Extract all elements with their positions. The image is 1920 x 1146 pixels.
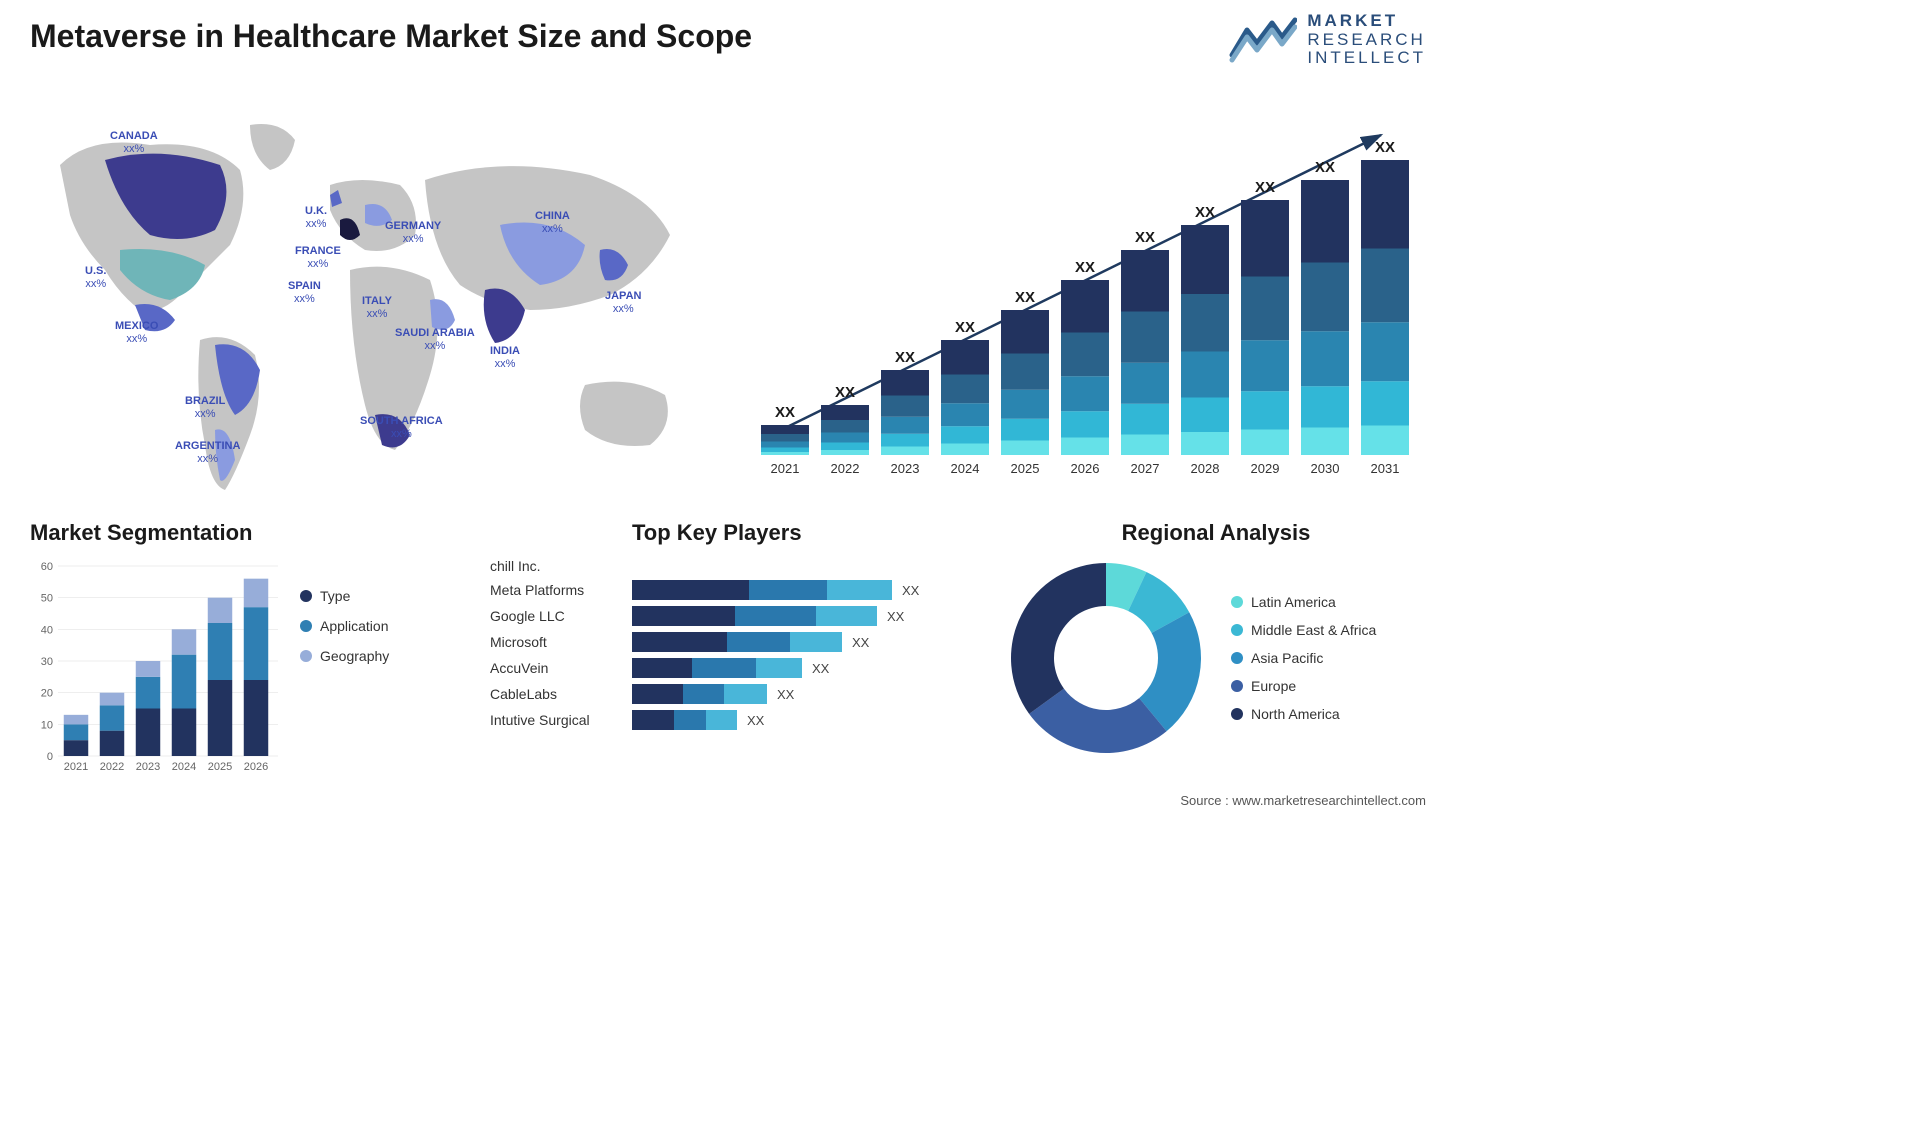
svg-text:30: 30 (41, 656, 53, 668)
logo: MARKET RESEARCH INTELLECT (1227, 12, 1426, 68)
country-label: CANADAxx% (110, 130, 158, 155)
country-label: FRANCExx% (295, 245, 341, 270)
svg-text:10: 10 (41, 719, 53, 731)
svg-text:2031: 2031 (1371, 461, 1400, 476)
segmentation-title: Market Segmentation (30, 520, 470, 546)
growth-bar-chart: XX 2021 XX 2022 XX 2023 XX 2024 XX 2025 XX 2026 XX 20… (746, 95, 1426, 495)
regional-block: Regional Analysis Latin America Middle Ea… (1006, 520, 1426, 758)
svg-text:2023: 2023 (891, 461, 920, 476)
country-label: SPAINxx% (288, 280, 321, 305)
svg-text:2024: 2024 (172, 761, 196, 773)
svg-text:2023: 2023 (136, 761, 160, 773)
world-map: CANADAxx% U.S.xx% MEXICOxx% BRAZILxx% ARGENT… (30, 95, 710, 495)
players-title: Top Key Players (632, 520, 990, 546)
player-header: chill Inc. (490, 558, 990, 574)
country-label: CHINAxx% (535, 210, 570, 235)
svg-text:XX: XX (955, 319, 975, 336)
svg-text:40: 40 (41, 624, 53, 636)
svg-text:2025: 2025 (1011, 461, 1040, 476)
country-label: JAPANxx% (605, 290, 641, 315)
svg-text:2027: 2027 (1131, 461, 1160, 476)
svg-text:0: 0 (47, 751, 53, 763)
regional-legend: Latin America Middle East & Africa Asia Pa… (1231, 594, 1376, 722)
country-label: SOUTH AFRICAxx% (360, 415, 443, 440)
legend-item: Geography (300, 648, 389, 664)
country-label: INDIAxx% (490, 345, 520, 370)
svg-text:2025: 2025 (208, 761, 232, 773)
svg-text:50: 50 (41, 593, 53, 605)
legend-item: North America (1231, 706, 1376, 722)
svg-text:XX: XX (1375, 139, 1395, 156)
svg-text:XX: XX (1135, 229, 1155, 246)
svg-text:60: 60 (41, 561, 53, 573)
svg-text:2024: 2024 (951, 461, 980, 476)
player-row: MicrosoftXX (490, 632, 990, 652)
players-block: Top Key Players chill Inc. Meta Platforms… (490, 520, 990, 736)
player-row: AccuVeinXX (490, 658, 990, 678)
legend-item: Type (300, 588, 389, 604)
player-row: Google LLCXX (490, 606, 990, 626)
player-row: Intutive SurgicalXX (490, 710, 990, 730)
svg-text:2022: 2022 (831, 461, 860, 476)
country-label: SAUDI ARABIAxx% (395, 327, 475, 352)
svg-text:XX: XX (895, 349, 915, 366)
svg-text:XX: XX (775, 404, 795, 421)
svg-text:2026: 2026 (244, 761, 268, 773)
legend-item: Application (300, 618, 389, 634)
svg-text:XX: XX (1075, 259, 1095, 276)
country-label: BRAZILxx% (185, 395, 225, 420)
growth-svg: XX 2021 XX 2022 XX 2023 XX 2024 XX 2025 XX 2026 XX 20… (746, 95, 1426, 495)
segmentation-chart: 0 10 20 30 40 50 60 2021 2022 2023 2024 2025 2026 (30, 558, 280, 778)
source-text: Source : www.marketresearchintellect.com (1180, 793, 1426, 808)
legend-item: Latin America (1231, 594, 1376, 610)
page-title: Metaverse in Healthcare Market Size and … (30, 18, 752, 55)
svg-text:XX: XX (1255, 179, 1275, 196)
logo-icon (1227, 15, 1297, 65)
logo-text: MARKET RESEARCH INTELLECT (1307, 12, 1426, 68)
country-label: ARGENTINAxx% (175, 440, 240, 465)
segmentation-legend: Type Application Geography (300, 558, 389, 778)
regional-title: Regional Analysis (1006, 520, 1426, 546)
svg-text:XX: XX (1195, 204, 1215, 221)
svg-text:XX: XX (835, 384, 855, 401)
svg-text:20: 20 (41, 688, 53, 700)
svg-text:XX: XX (1015, 289, 1035, 306)
players-rows: chill Inc. Meta PlatformsXX Google LLCXX Mi… (490, 558, 990, 730)
player-row: Meta PlatformsXX (490, 580, 990, 600)
country-label: MEXICOxx% (115, 320, 158, 345)
svg-text:2021: 2021 (771, 461, 800, 476)
svg-text:2028: 2028 (1191, 461, 1220, 476)
svg-text:2021: 2021 (64, 761, 88, 773)
country-label: GERMANYxx% (385, 220, 441, 245)
legend-item: Asia Pacific (1231, 650, 1376, 666)
svg-text:XX: XX (1315, 159, 1335, 176)
svg-text:2022: 2022 (100, 761, 124, 773)
svg-text:2026: 2026 (1071, 461, 1100, 476)
legend-item: Europe (1231, 678, 1376, 694)
legend-item: Middle East & Africa (1231, 622, 1376, 638)
segmentation-block: Market Segmentation 0 10 20 30 40 50 60 2021 202… (30, 520, 470, 778)
country-label: ITALYxx% (362, 295, 392, 320)
country-label: U.S.xx% (85, 265, 106, 290)
svg-text:2030: 2030 (1311, 461, 1340, 476)
player-row: CableLabsXX (490, 684, 990, 704)
regional-donut (1006, 558, 1206, 758)
country-label: U.K.xx% (305, 205, 327, 230)
svg-text:2029: 2029 (1251, 461, 1280, 476)
